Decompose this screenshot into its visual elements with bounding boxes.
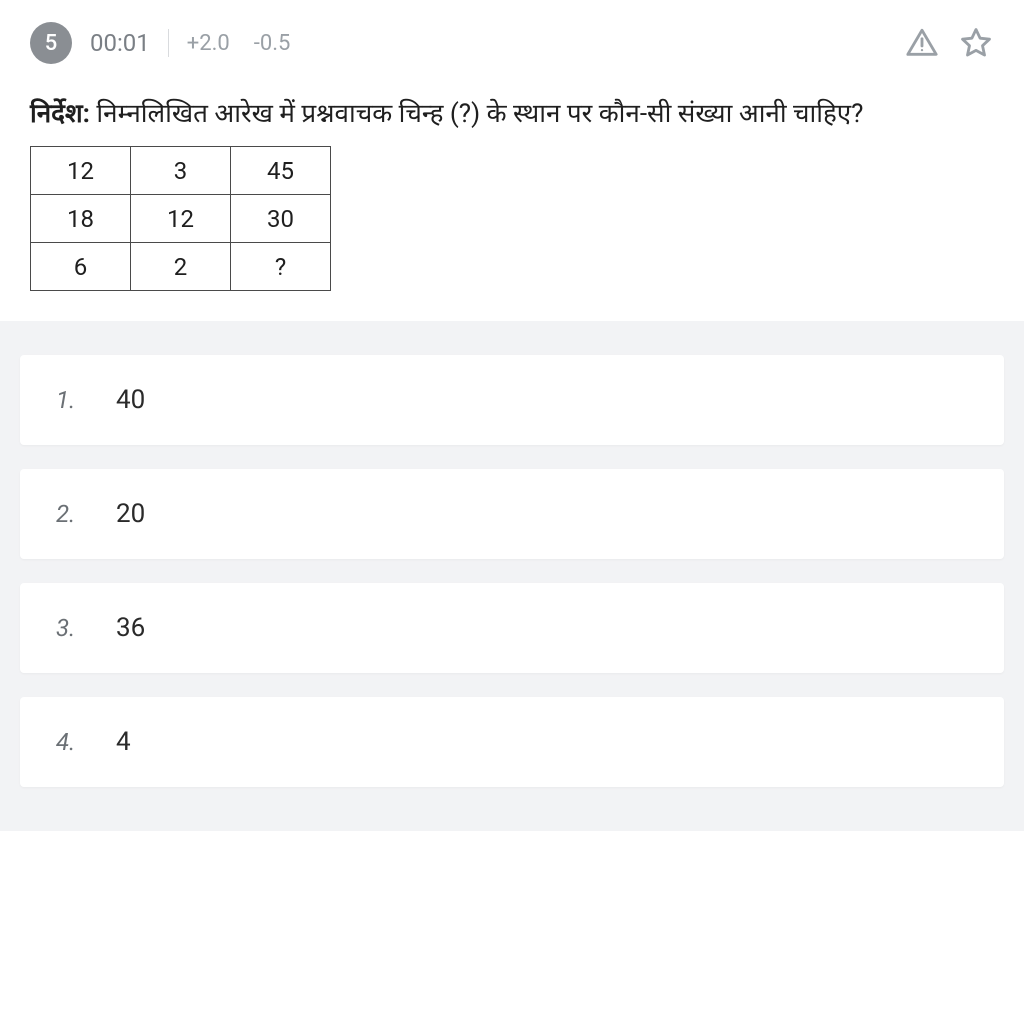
option-2[interactable]: 2. 20 xyxy=(20,469,1004,559)
option-value: 36 xyxy=(116,613,145,643)
question-body: निम्नलिखित आरेख में प्रश्नवाचक चिन्ह (?)… xyxy=(90,99,863,129)
grid-cell: 12 xyxy=(131,195,231,243)
number-grid-table: 12 3 45 18 12 30 6 2 ? xyxy=(30,146,331,291)
grid-cell: 12 xyxy=(31,147,131,195)
timer: 00:01 xyxy=(90,29,169,57)
bookmark-button[interactable] xyxy=(958,25,994,61)
question-block: निर्देश: निम्नलिखित आरेख में प्रश्नवाचक … xyxy=(0,82,1024,331)
option-3[interactable]: 3. 36 xyxy=(20,583,1004,673)
question-number-badge: 5 xyxy=(30,22,72,64)
grid-cell: ? xyxy=(231,243,331,291)
grid-cell: 45 xyxy=(231,147,331,195)
grid-cell: 2 xyxy=(131,243,231,291)
option-1[interactable]: 1. 40 xyxy=(20,355,1004,445)
option-number: 4. xyxy=(56,728,116,756)
table-row: 6 2 ? xyxy=(31,243,331,291)
star-icon xyxy=(959,26,993,60)
grid-cell: 3 xyxy=(131,147,231,195)
option-4[interactable]: 4. 4 xyxy=(20,697,1004,787)
option-value: 4 xyxy=(116,727,131,757)
negative-marks: -0.5 xyxy=(254,31,291,56)
table-row: 12 3 45 xyxy=(31,147,331,195)
warning-triangle-icon xyxy=(905,26,939,60)
table-row: 18 12 30 xyxy=(31,195,331,243)
option-number: 1. xyxy=(56,386,116,414)
question-text: निर्देश: निम्नलिखित आरेख में प्रश्नवाचक … xyxy=(30,92,994,136)
option-number: 3. xyxy=(56,614,116,642)
question-label: निर्देश: xyxy=(30,99,90,129)
grid-cell: 18 xyxy=(31,195,131,243)
report-button[interactable] xyxy=(904,25,940,61)
question-header: 5 00:01 +2.0 -0.5 xyxy=(0,0,1024,82)
options-list: 1. 40 2. 20 3. 36 4. 4 xyxy=(0,331,1024,831)
option-value: 40 xyxy=(116,385,145,415)
option-number: 2. xyxy=(56,500,116,528)
positive-marks: +2.0 xyxy=(187,31,230,56)
grid-cell: 30 xyxy=(231,195,331,243)
question-number: 5 xyxy=(45,31,58,56)
option-value: 20 xyxy=(116,499,145,529)
grid-cell: 6 xyxy=(31,243,131,291)
